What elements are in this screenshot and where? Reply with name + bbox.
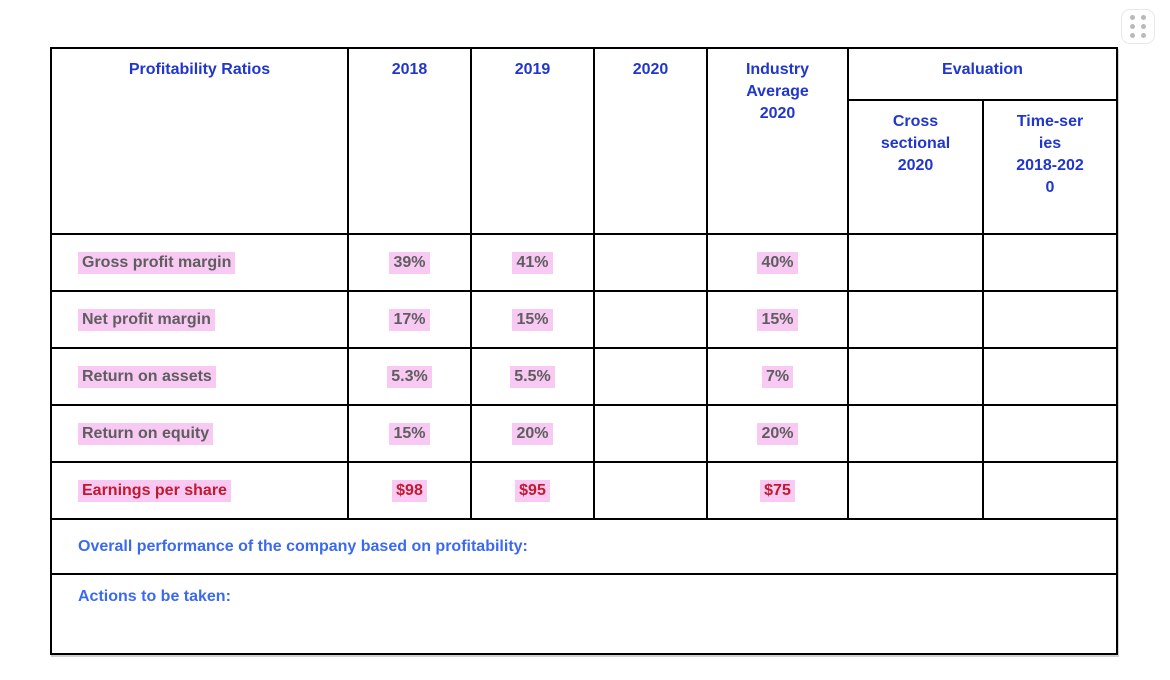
drag-dot: [1141, 15, 1146, 20]
row-label: Gross profit margin: [78, 251, 236, 274]
cell-label[interactable]: Earnings per share: [50, 461, 349, 520]
drag-dot: [1130, 15, 1135, 20]
cell-industry-avg[interactable]: $75: [706, 461, 849, 520]
header-2018[interactable]: 2018: [347, 47, 472, 235]
table-row-gross-profit-margin: Gross profit margin 39% 41% 40%: [50, 233, 1118, 292]
cell-label[interactable]: Return on equity: [50, 404, 349, 463]
cell-2019[interactable]: 5.5%: [470, 347, 595, 406]
cell-2018[interactable]: 17%: [347, 290, 472, 349]
table-row-earnings-per-share: Earnings per share $98 $95 $75: [50, 461, 1118, 520]
overall-performance-label[interactable]: Overall performance of the company based…: [50, 518, 1118, 575]
row-label: Return on equity: [78, 422, 214, 445]
drag-dot: [1130, 24, 1135, 29]
cell-2020[interactable]: [593, 233, 708, 292]
header-2020[interactable]: 2020: [593, 47, 708, 235]
drag-dot: [1130, 33, 1135, 38]
actions-label[interactable]: Actions to be taken:: [50, 573, 1118, 655]
cell-time-series[interactable]: [982, 290, 1118, 349]
ratios-table: Profitability Ratios 2018 2019 2020 Indu…: [50, 47, 1118, 655]
drag-handle-icon[interactable]: [1121, 9, 1155, 44]
header-time-series[interactable]: Time-ser ies 2018-202 0: [982, 99, 1118, 235]
cell-2018[interactable]: 5.3%: [347, 347, 472, 406]
profitability-ratios-table: Profitability Ratios 2018 2019 2020 Indu…: [50, 47, 1118, 655]
cell-cross-sectional[interactable]: [847, 347, 984, 406]
cell-industry-avg[interactable]: 20%: [706, 404, 849, 463]
table-row-overall-performance: Overall performance of the company based…: [50, 518, 1118, 575]
cell-cross-sectional[interactable]: [847, 233, 984, 292]
cell-2020[interactable]: [593, 461, 708, 520]
table-row-net-profit-margin: Net profit margin 17% 15% 15%: [50, 290, 1118, 349]
cell-2018[interactable]: 39%: [347, 233, 472, 292]
row-label: Earnings per share: [78, 479, 231, 502]
cell-time-series[interactable]: [982, 461, 1118, 520]
header-industry-average[interactable]: Industry Average 2020: [706, 47, 849, 235]
header-cross-sectional[interactable]: Cross sectional 2020: [847, 99, 984, 235]
cell-industry-avg[interactable]: 15%: [706, 290, 849, 349]
row-label: Return on assets: [78, 365, 216, 388]
drag-dot: [1141, 24, 1146, 29]
cell-2020[interactable]: [593, 404, 708, 463]
cell-2020[interactable]: [593, 347, 708, 406]
cell-cross-sectional[interactable]: [847, 290, 984, 349]
cell-2019[interactable]: 41%: [470, 233, 595, 292]
cell-time-series[interactable]: [982, 404, 1118, 463]
table-row-actions: Actions to be taken:: [50, 573, 1118, 655]
cell-2019[interactable]: 15%: [470, 290, 595, 349]
cell-2019[interactable]: 20%: [470, 404, 595, 463]
table-row-return-on-equity: Return on equity 15% 20% 20%: [50, 404, 1118, 463]
table-row-return-on-assets: Return on assets 5.3% 5.5% 7%: [50, 347, 1118, 406]
cell-label[interactable]: Net profit margin: [50, 290, 349, 349]
cell-2020[interactable]: [593, 290, 708, 349]
cell-industry-avg[interactable]: 40%: [706, 233, 849, 292]
header-evaluation[interactable]: Evaluation: [847, 47, 1118, 101]
header-2019[interactable]: 2019: [470, 47, 595, 235]
cell-industry-avg[interactable]: 7%: [706, 347, 849, 406]
cell-2018[interactable]: $98: [347, 461, 472, 520]
cell-time-series[interactable]: [982, 233, 1118, 292]
cell-cross-sectional[interactable]: [847, 461, 984, 520]
drag-dot: [1141, 33, 1146, 38]
cell-label[interactable]: Return on assets: [50, 347, 349, 406]
cell-label[interactable]: Gross profit margin: [50, 233, 349, 292]
cell-time-series[interactable]: [982, 347, 1118, 406]
row-label: Net profit margin: [78, 308, 215, 331]
cell-2018[interactable]: 15%: [347, 404, 472, 463]
header-profitability-ratios[interactable]: Profitability Ratios: [50, 47, 349, 235]
cell-2019[interactable]: $95: [470, 461, 595, 520]
cell-cross-sectional[interactable]: [847, 404, 984, 463]
